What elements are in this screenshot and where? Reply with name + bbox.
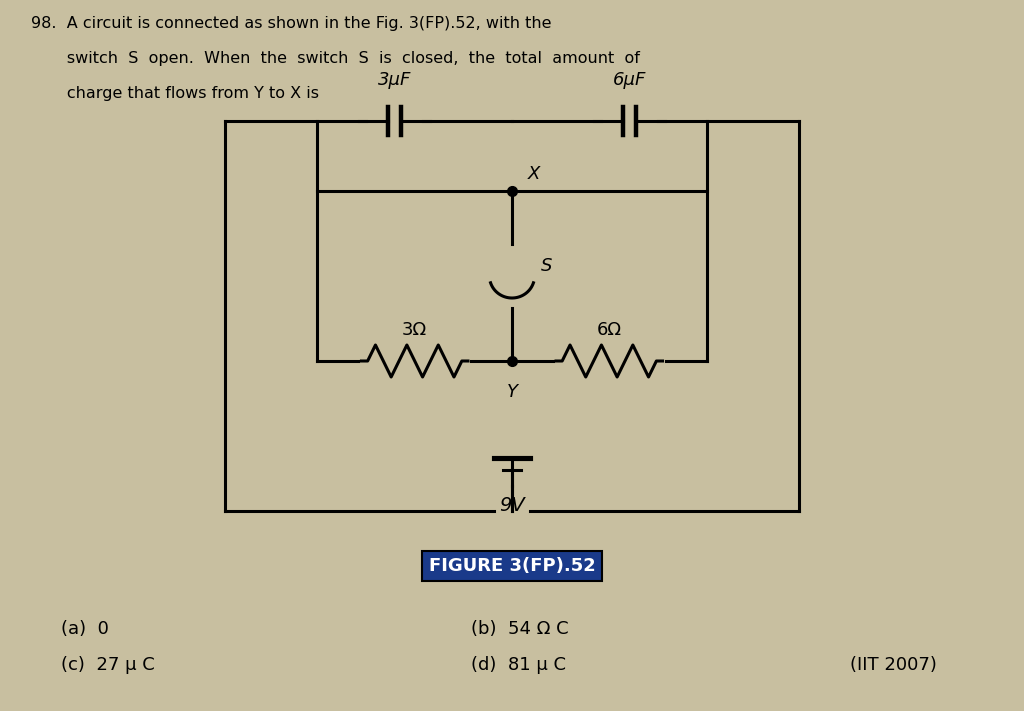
Text: switch  S  open.  When  the  switch  S  is  closed,  the  total  amount  of: switch S open. When the switch S is clos… [31, 51, 640, 66]
Text: (b)  54 Ω C: (b) 54 Ω C [471, 620, 568, 638]
Text: (a)  0: (a) 0 [61, 620, 110, 638]
Text: 3μF: 3μF [378, 71, 411, 89]
Text: 6μF: 6μF [613, 71, 646, 89]
Text: charge that flows from Y to X is: charge that flows from Y to X is [31, 86, 318, 101]
Text: S: S [541, 257, 552, 275]
Text: 9V: 9V [499, 496, 525, 515]
Text: (IIT 2007): (IIT 2007) [850, 656, 937, 674]
Text: (d)  81 μ C: (d) 81 μ C [471, 656, 566, 674]
Text: Y: Y [507, 383, 517, 401]
Text: FIGURE 3(FP).52: FIGURE 3(FP).52 [429, 557, 595, 575]
Text: 3Ω: 3Ω [402, 321, 427, 339]
Text: 6Ω: 6Ω [597, 321, 622, 339]
Text: X: X [527, 165, 540, 183]
Text: (c)  27 μ C: (c) 27 μ C [61, 656, 156, 674]
Text: 98.  A circuit is connected as shown in the Fig. 3(FP).52, with the: 98. A circuit is connected as shown in t… [31, 16, 551, 31]
